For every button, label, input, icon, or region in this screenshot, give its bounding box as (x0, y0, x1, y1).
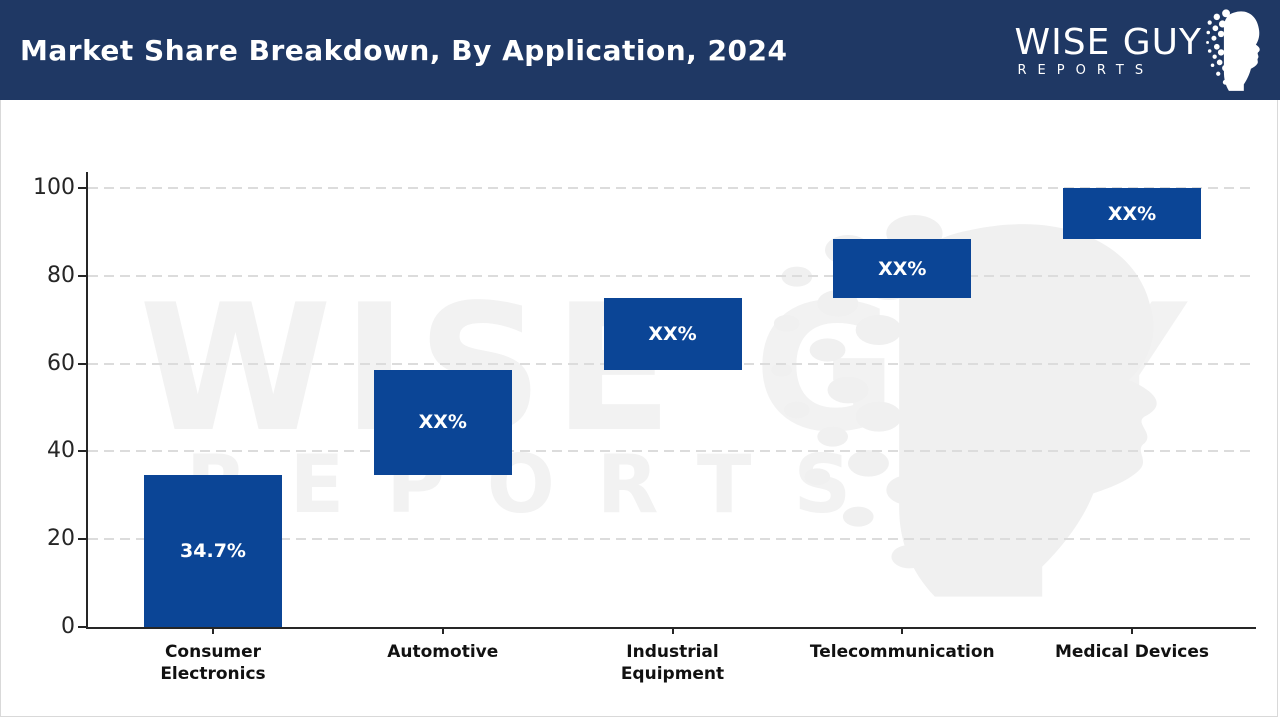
y-tick-mark-100 (78, 187, 86, 189)
brand-logo-text: WISE GUY REPORTS (1014, 21, 1203, 79)
gridline-80 (88, 274, 1254, 277)
y-tick-label-80: 80 (47, 262, 75, 288)
bar-medical-devices: XX% (1063, 188, 1201, 240)
y-tick-mark-0 (78, 626, 86, 628)
bar-value-label-telecommunication: XX% (878, 257, 927, 280)
x-tick-mark-telecommunication (901, 628, 904, 634)
bar-value-label-consumer-electronics: 34.7% (180, 539, 246, 562)
bar-consumer-electronics: 34.7% (144, 474, 282, 627)
x-tick-mark-medical-devices (1131, 628, 1133, 634)
bar-automotive: XX% (373, 370, 512, 475)
page-title: Market Share Breakdown, By Application, … (20, 33, 788, 67)
y-tick-mark-20 (78, 538, 86, 541)
y-tick-label-40: 40 (47, 438, 75, 464)
brand-subname: REPORTS (1017, 63, 1155, 79)
y-tick-label-20: 20 (47, 526, 75, 552)
bar-value-label-medical-devices: XX% (1107, 202, 1157, 225)
watermark-subtext: REPORTS (186, 438, 894, 531)
x-tick-label-automotive: Automotive (387, 642, 499, 662)
x-tick-mark-industrial-equipment (671, 628, 674, 634)
bar-telecommunication: XX% (833, 239, 972, 298)
y-axis-spine (86, 172, 88, 629)
brand-logo: WISE GUY REPORTS (1015, 6, 1269, 96)
y-tick-label-0: 0 (61, 614, 75, 639)
y-tick-label-60: 60 (47, 350, 75, 376)
x-tick-label-medical-devices: Medical Devices (1054, 642, 1209, 662)
bar-industrial-equipment: XX% (603, 297, 742, 371)
x-tick-mark-consumer-electronics (212, 628, 214, 634)
gridline-40 (88, 450, 1254, 453)
gridline-20 (88, 538, 1254, 541)
brand-head-icon (1206, 9, 1260, 91)
x-tick-label-telecommunication: Telecommunication (809, 642, 995, 662)
bar-value-label-industrial-equipment: XX% (648, 322, 697, 345)
brand-name: WISE GUY (1014, 21, 1202, 63)
y-tick-mark-40 (78, 450, 86, 453)
x-tick-label-industrial-equipment: Industrial Equipment (620, 642, 725, 685)
bar-value-label-automotive: XX% (418, 411, 467, 434)
y-tick-label-100: 100 (33, 175, 75, 200)
gridline-100 (88, 187, 1254, 189)
x-axis-spine (86, 627, 1256, 629)
y-tick-mark-60 (78, 362, 86, 365)
x-tick-label-consumer-electronics: Consumer Electronics (160, 642, 266, 685)
x-tick-mark-automotive (441, 628, 444, 634)
plot-area: 0 20 40 60 80 100 Consumer Electronics 34.7% Aut… (1, 100, 1277, 716)
y-tick-mark-80 (78, 274, 86, 277)
header-bar: Market Share Breakdown, By Application, … (0, 0, 1280, 100)
